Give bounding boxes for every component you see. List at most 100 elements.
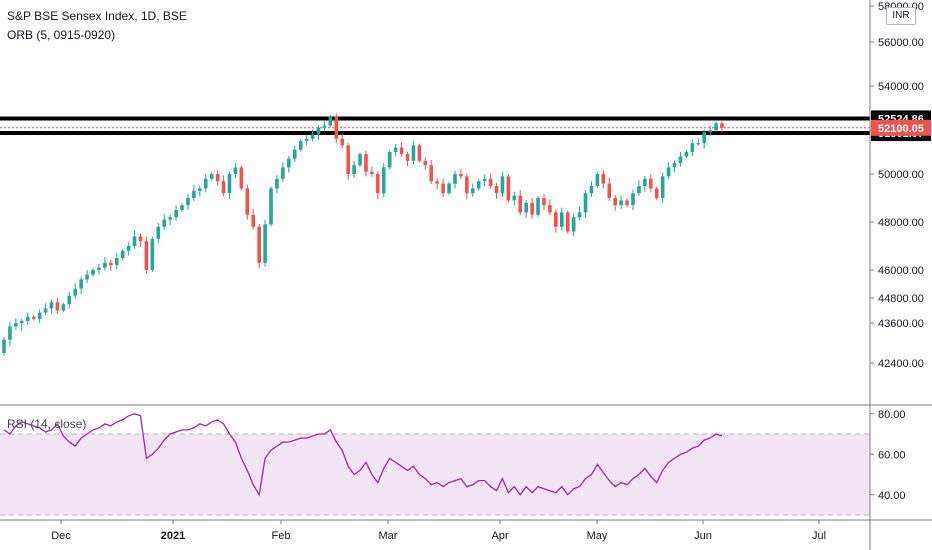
- candle-body: [494, 186, 499, 194]
- candle-body: [387, 152, 392, 168]
- price-tick-label: 43600.00: [878, 318, 924, 330]
- candle-body: [470, 188, 475, 194]
- indicator-legend[interactable]: ORB (5, 0915-0920): [7, 28, 116, 42]
- candle-body: [370, 171, 374, 174]
- candle-body: [85, 274, 89, 280]
- rsi-band: [0, 434, 870, 515]
- candle-body: [720, 123, 724, 128]
- candle-body: [518, 195, 523, 213]
- candle-body: [281, 167, 285, 179]
- candle-body: [411, 145, 416, 161]
- candle-body: [304, 138, 309, 141]
- candle-body: [654, 188, 659, 198]
- candle-body: [43, 308, 48, 313]
- candle-body: [97, 267, 101, 270]
- candle-body: [180, 205, 184, 210]
- candle-body: [441, 183, 445, 194]
- candle-body: [192, 190, 196, 198]
- candle-body: [607, 183, 612, 198]
- candle-body: [381, 167, 386, 194]
- candle-body: [251, 214, 256, 227]
- currency-badge[interactable]: INR: [886, 7, 916, 25]
- candle-body: [298, 141, 303, 150]
- candle-body: [2, 339, 6, 353]
- candle-body: [103, 262, 107, 268]
- candle-body: [648, 178, 653, 189]
- rsi-line-group: [3, 413, 723, 497]
- candle-body: [209, 174, 214, 179]
- candle-body: [601, 174, 606, 184]
- candle-body: [690, 143, 695, 152]
- candle-body: [120, 250, 125, 258]
- candle-body: [565, 212, 570, 232]
- candle-body: [702, 132, 706, 144]
- candle-body: [79, 279, 83, 289]
- price-tick-label: 56000.00: [878, 37, 924, 49]
- candle-body: [453, 174, 457, 184]
- candle-body: [174, 210, 178, 218]
- candle-body: [334, 116, 339, 139]
- time-tick-label: 2021: [161, 530, 185, 542]
- candle-body: [138, 236, 143, 242]
- candle-body: [637, 186, 641, 194]
- candle-body: [542, 198, 546, 206]
- candle-body: [619, 200, 623, 206]
- candle-body: [114, 258, 119, 266]
- candle-body: [358, 154, 362, 166]
- price-tick-label: 50000.00: [878, 169, 924, 181]
- candle-body: [500, 176, 505, 194]
- candle-body: [8, 326, 12, 340]
- chart-title: S&P BSE Sensex Index, 1D, BSE: [7, 9, 187, 23]
- candle-body: [61, 304, 66, 311]
- candle-body: [239, 167, 244, 189]
- price-tick-label: 42400.00: [878, 358, 924, 370]
- candle-body: [215, 174, 220, 182]
- candle-body: [328, 116, 333, 126]
- candle-body: [666, 167, 671, 177]
- rsi-line: [3, 413, 723, 497]
- candle-body: [583, 193, 588, 213]
- candle-body: [405, 154, 410, 161]
- candlesticks: [2, 113, 724, 356]
- candle-body: [536, 198, 540, 215]
- candle-body: [530, 202, 534, 215]
- candle-body: [714, 123, 718, 130]
- rsi-tick-label: 80.00: [878, 409, 906, 421]
- candle-body: [340, 138, 345, 146]
- candle-body: [316, 127, 321, 135]
- candle-body: [524, 202, 528, 213]
- candle-body: [263, 224, 267, 263]
- candle-body: [548, 205, 552, 213]
- candle-body: [577, 212, 582, 218]
- candle-body: [672, 163, 677, 168]
- candle-body: [399, 147, 404, 155]
- candle-body: [233, 167, 238, 174]
- candle-body: [571, 217, 576, 232]
- last-price-tag: 52100.05: [878, 123, 924, 135]
- candle-body: [269, 188, 273, 225]
- candle-body: [554, 212, 558, 227]
- rsi-legend[interactable]: RSI (14, close): [7, 417, 87, 431]
- time-tick-label: Jun: [694, 530, 712, 542]
- candle-body: [257, 226, 261, 263]
- candle-body: [227, 174, 232, 194]
- candle-body: [168, 217, 172, 220]
- candle-body: [506, 176, 511, 201]
- candle-body: [589, 186, 594, 194]
- candle-body: [287, 158, 291, 168]
- price-tick-label: 46000.00: [878, 265, 924, 277]
- candle-body: [708, 130, 712, 133]
- price-levels: [0, 116, 870, 136]
- candle-body: [559, 212, 564, 227]
- candle-body: [20, 320, 24, 323]
- candle-body: [660, 176, 665, 198]
- candle-body: [393, 147, 398, 152]
- candle-body: [126, 246, 131, 251]
- candle-body: [132, 236, 137, 246]
- time-tick-label: May: [587, 530, 608, 542]
- candle-body: [631, 193, 635, 206]
- candle-body: [429, 165, 434, 182]
- candle-body: [37, 312, 42, 319]
- price-tags: 52524.8651861.0752100.05: [871, 110, 931, 142]
